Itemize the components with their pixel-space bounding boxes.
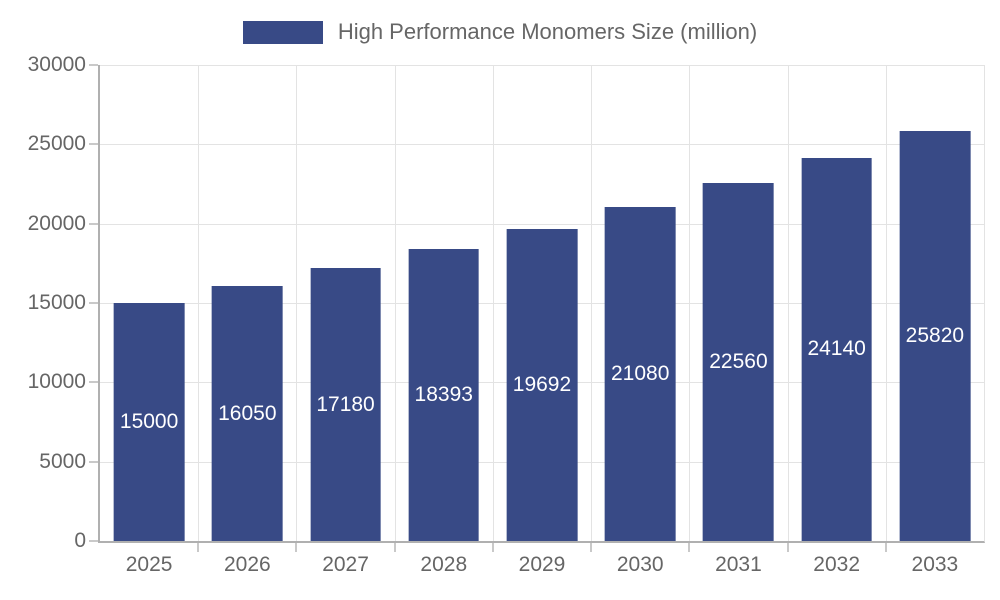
bar-2028: 18393 — [408, 249, 480, 541]
bar-value-label: 15000 — [119, 410, 179, 433]
bar-cell: 16050 — [198, 65, 296, 541]
x-axis-label: 2031 — [715, 553, 762, 576]
y-axis-label: 10000 — [27, 370, 86, 394]
x-axis-tick — [688, 543, 691, 552]
bar-value-label: 17180 — [316, 392, 375, 416]
bar-2031: 22560 — [703, 183, 774, 541]
y-axis-label: 20000 — [27, 211, 86, 235]
legend-label: High Performance Monomers Size (million) — [337, 19, 758, 44]
x-axis-label: 2029 — [518, 553, 566, 576]
legend-swatch — [242, 20, 323, 44]
bar-cell: 21080 — [591, 65, 689, 541]
bar-2026: 16050 — [211, 286, 283, 541]
y-axis-tick — [89, 460, 98, 463]
bar-value-label: 19692 — [512, 372, 572, 396]
x-axis-label: 2027 — [322, 553, 369, 576]
y-axis-label: 5000 — [39, 449, 86, 473]
y-axis-tick — [89, 381, 98, 384]
y-axis-label: 0 — [74, 529, 86, 552]
bar-value-label: 21080 — [611, 361, 670, 385]
x-axis-tick — [491, 543, 494, 552]
vertical-gridline — [591, 65, 593, 541]
bar-2025: 15000 — [113, 303, 185, 541]
bar-cell: 24140 — [788, 65, 886, 541]
horizontal-gridline — [100, 65, 984, 66]
x-axis-label: 2025 — [125, 553, 173, 576]
x-axis-tick — [786, 543, 789, 552]
bar-cell: 17180 — [296, 65, 394, 541]
bar-cell: 25820 — [886, 65, 984, 541]
bar-2032: 24140 — [801, 157, 873, 541]
y-axis-tick — [89, 222, 98, 225]
bar-value-label: 22560 — [709, 350, 768, 374]
vertical-gridline — [198, 65, 200, 541]
x-axis-tick — [590, 543, 593, 552]
legend[interactable]: High Performance Monomers Size (million) — [0, 19, 1000, 45]
y-axis-label: 25000 — [27, 132, 86, 156]
vertical-gridline — [787, 65, 789, 541]
vertical-gridline — [885, 65, 887, 541]
bar-cell: 15000 — [100, 65, 198, 541]
y-axis-tick — [89, 302, 98, 304]
bar-value-label: 18393 — [414, 383, 473, 407]
vertical-gridline — [394, 65, 396, 541]
y-axis-label: 15000 — [27, 291, 86, 314]
x-axis-label: 2028 — [420, 553, 468, 576]
x-axis-labels: 2025 2026 2027 2028 2029 2030 2031 2032 2033 — [100, 552, 984, 580]
y-axis-tick — [89, 143, 98, 146]
bar-value-label: 25820 — [905, 324, 965, 348]
plot-area: 15000 16050 17180 18393 19692 21080 22560 24140… — [89, 64, 985, 552]
bar-2033: 25820 — [899, 131, 971, 541]
y-axis-tick — [89, 540, 98, 542]
vertical-gridline — [689, 65, 691, 541]
bar-2030: 21080 — [604, 206, 676, 541]
bar-2029: 19692 — [506, 228, 578, 541]
bar-value-label: 16050 — [218, 401, 277, 425]
bar-cell: 18393 — [395, 65, 493, 541]
vertical-gridline — [492, 65, 494, 541]
x-axis-tick — [393, 543, 396, 552]
x-axis-tick — [884, 543, 887, 552]
x-axis-label: 2030 — [616, 553, 664, 576]
bar-cell: 22560 — [689, 65, 787, 541]
y-axis-label: 30000 — [27, 53, 86, 76]
y-axis-tick — [89, 64, 98, 66]
bar-2027: 17180 — [310, 268, 381, 541]
bar-cell: 19692 — [493, 65, 591, 541]
x-axis-tick — [197, 543, 200, 552]
x-axis-label: 2026 — [223, 553, 271, 576]
x-axis-tick — [295, 543, 298, 552]
horizontal-gridline — [100, 144, 984, 146]
horizontal-gridline — [100, 223, 984, 225]
x-axis-label: 2032 — [813, 553, 861, 576]
x-axis-label: 2033 — [911, 553, 959, 576]
bar-value-label: 24140 — [807, 337, 866, 361]
vertical-gridline — [296, 65, 298, 541]
y-axis-labels: 0 5000 10000 15000 20000 25000 30000 — [0, 53, 86, 552]
